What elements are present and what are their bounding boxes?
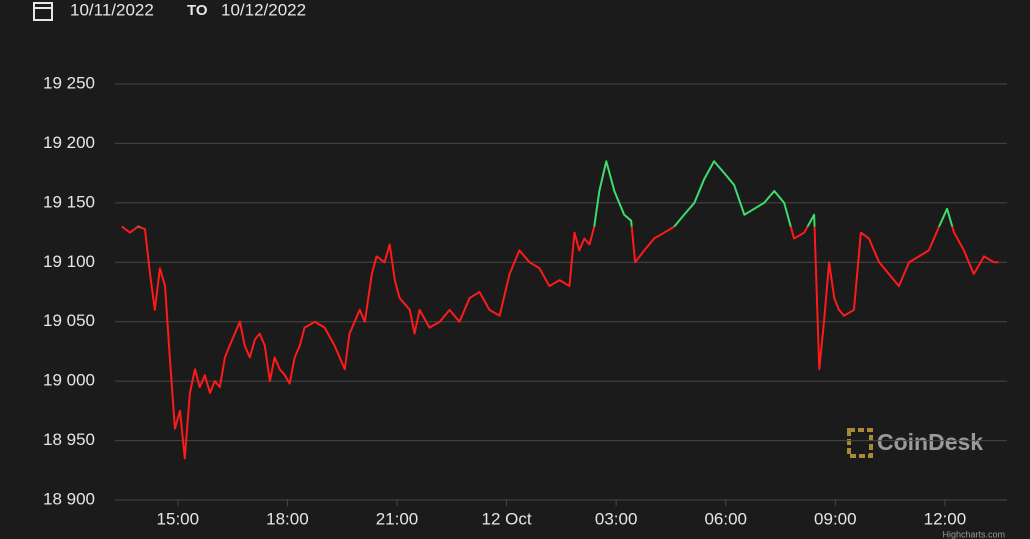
x-tick-label: 21:00 — [376, 509, 419, 528]
x-tick-label: 12:00 — [924, 509, 967, 528]
y-tick-label: 19 000 — [43, 371, 95, 390]
y-tick-label: 19 200 — [43, 133, 95, 152]
line-below — [121, 226, 999, 460]
date-from[interactable]: 10/11/2022 — [70, 0, 154, 19]
y-tick-label: 19 050 — [43, 311, 95, 330]
y-tick-label: 19 250 — [43, 73, 95, 92]
x-tick-label: 12 Oct — [482, 509, 532, 528]
credits: Highcharts.com — [942, 529, 1005, 539]
calendar-icon — [33, 2, 53, 21]
x-tick-label: 06:00 — [704, 509, 747, 528]
y-tick-label: 18 950 — [43, 430, 95, 449]
date-to[interactable]: 10/12/2022 — [221, 0, 306, 19]
y-tick-label: 19 100 — [43, 252, 95, 271]
watermark-logo — [847, 428, 873, 458]
y-tick-label: 18 900 — [43, 489, 95, 508]
x-tick-label: 18:00 — [266, 509, 309, 528]
date-separator: TO — [187, 2, 208, 19]
x-tick-label: 03:00 — [595, 509, 638, 528]
x-tick-label: 09:00 — [814, 509, 857, 528]
x-tick-label: 15:00 — [157, 509, 200, 528]
watermark: CoinDesk — [877, 429, 983, 455]
y-tick-label: 19 150 — [43, 192, 95, 211]
